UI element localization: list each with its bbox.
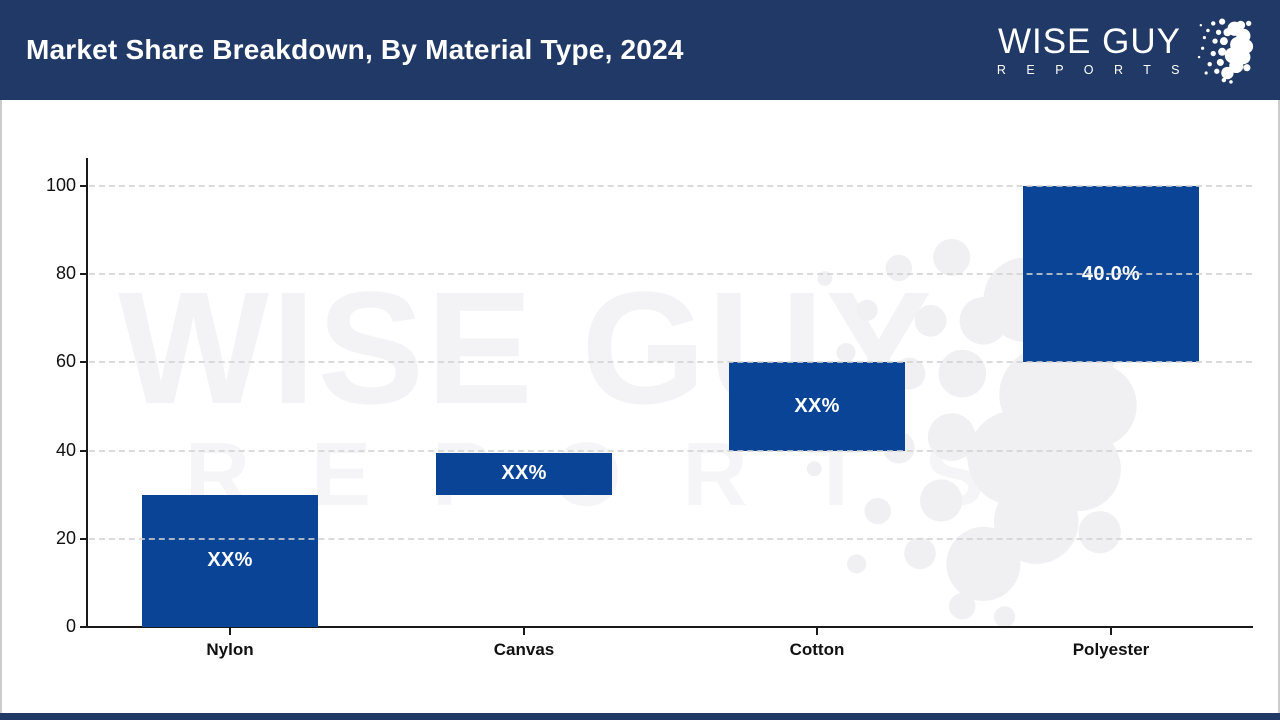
- y-axis-line: [86, 158, 88, 628]
- x-axis-line: [86, 626, 1253, 628]
- x-category-label-canvas: Canvas: [493, 640, 555, 659]
- y-tick-mark: [80, 449, 87, 452]
- y-tick-label: 100: [45, 175, 76, 195]
- dotted-face-logo-icon: [1197, 18, 1254, 84]
- bar-cotton: XX%: [729, 362, 905, 451]
- y-tick-mark: [80, 185, 87, 187]
- y-tick-label: 20: [55, 527, 76, 548]
- chart-title: Market Share Breakdown, By Material Type…: [26, 34, 684, 65]
- x-category-label-nylon: Nylon: [206, 640, 254, 659]
- gridline-60: [89, 361, 1252, 364]
- logo-text: WISE GUY R E P O R T S: [991, 24, 1188, 77]
- logo-subtitle: R E P O R T S: [996, 62, 1188, 77]
- x-category-label-polyester: Polyester: [1072, 640, 1150, 659]
- y-tick-label: 40: [55, 439, 76, 460]
- bar-value-label: XX%: [501, 462, 547, 485]
- wise-guy-reports-logo: WISE GUY R E P O R T S: [991, 12, 1254, 88]
- header-bar: Market Share Breakdown, By Material Type…: [0, 0, 1280, 100]
- y-tick-label: 60: [55, 351, 76, 372]
- bar-value-label: XX%: [794, 394, 840, 417]
- gridline-100: [89, 185, 1252, 187]
- y-tick-mark: [80, 537, 87, 540]
- x-tick-mark: [816, 628, 818, 635]
- bar-nylon: XX%: [142, 494, 318, 627]
- bar-canvas: XX%: [436, 452, 612, 495]
- x-tick-mark: [229, 628, 231, 635]
- gridline-40: [89, 449, 1252, 452]
- y-tick-mark: [80, 626, 87, 628]
- card-left-border: [0, 100, 2, 713]
- y-tick-mark: [80, 273, 87, 276]
- y-tick-label: 0: [65, 616, 76, 636]
- gridline-20: [89, 537, 1252, 540]
- logo-wordmark: WISE GUY: [997, 21, 1181, 61]
- y-tick-mark: [80, 361, 87, 364]
- x-category-label-cotton: Cotton: [789, 640, 845, 659]
- x-tick-mark: [1110, 628, 1112, 635]
- bar-value-label: XX%: [207, 549, 253, 572]
- footer-bar: [0, 713, 1280, 720]
- gridline-80: [89, 273, 1252, 276]
- card-right-border: [1278, 100, 1280, 713]
- x-tick-mark: [523, 628, 525, 635]
- y-tick-label: 80: [55, 263, 76, 284]
